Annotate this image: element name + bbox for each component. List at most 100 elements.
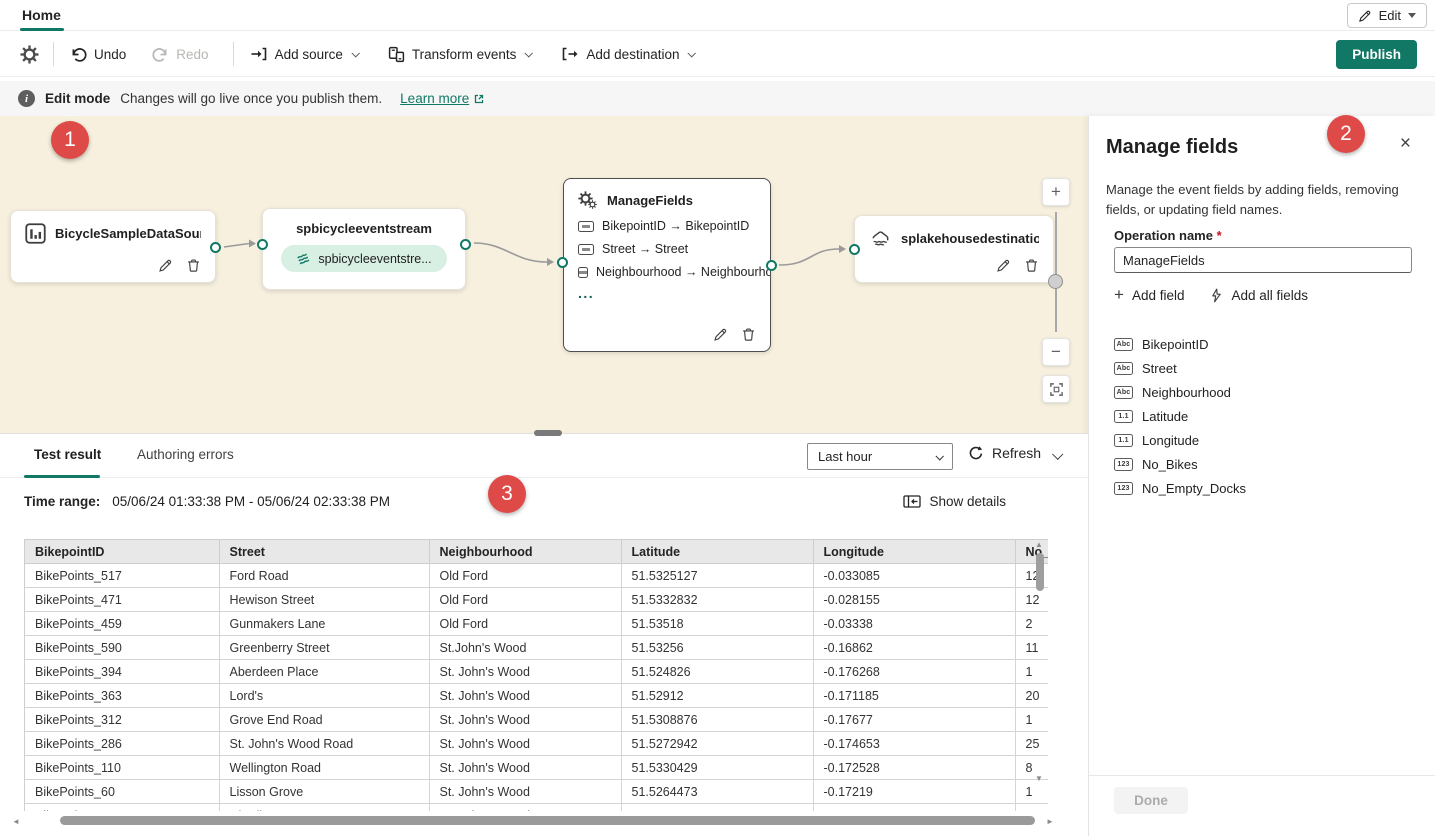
table-column-header: Neighbourhood	[429, 539, 622, 564]
toolbar-separator	[53, 42, 54, 66]
lightning-icon	[1210, 288, 1223, 303]
horizontal-scroll-thumb[interactable]	[60, 816, 1035, 825]
transform-events-button[interactable]: Transform events	[380, 40, 540, 69]
field-list-item[interactable]: 1.1 Longitude	[1114, 428, 1404, 452]
add-destination-button[interactable]: Add destination	[553, 40, 702, 68]
operation-name-label: Operation name *	[1114, 228, 1222, 243]
table-cell: Wellington Road	[219, 755, 430, 780]
collapse-panel-button[interactable]	[1052, 447, 1064, 462]
output-port[interactable]	[460, 239, 471, 250]
title-bar: Home Edit	[0, 0, 1435, 31]
undo-button[interactable]: Undo	[62, 40, 134, 69]
input-port[interactable]	[557, 257, 568, 268]
node-manage-fields[interactable]: ManageFields BikepointID → BikepointID St…	[557, 178, 777, 352]
eventstream-badge[interactable]: spbicycleeventstre...	[281, 245, 447, 272]
field-list-item[interactable]: Abc Neighbourhood	[1114, 380, 1404, 404]
zoom-in-button[interactable]: +	[1042, 178, 1070, 206]
node-destination[interactable]: splakehousedestination	[849, 215, 1054, 283]
scroll-down-icon[interactable]: ▼	[1035, 774, 1043, 783]
minus-icon: −	[1051, 342, 1061, 361]
pencil-icon	[158, 258, 173, 273]
table-cell: 51.5330429	[621, 755, 814, 780]
table-cell: 51.5264473	[621, 779, 814, 804]
field-list-item[interactable]: 1.1 Latitude	[1114, 404, 1404, 428]
refresh-button[interactable]: Refresh	[968, 445, 1041, 461]
field-name: Street	[1142, 360, 1177, 376]
panel-resize-handle[interactable]	[534, 430, 562, 436]
output-port[interactable]	[766, 260, 777, 271]
field-list-item[interactable]: 123 No_Empty_Docks	[1114, 476, 1404, 500]
table-row: BikePoints_286 St. John's Wood Road St. Jo…	[25, 731, 1048, 756]
delete-node-button[interactable]	[1024, 258, 1039, 273]
operation-name-input[interactable]	[1114, 247, 1412, 273]
learn-more-link[interactable]: Learn more	[400, 91, 485, 106]
edit-node-button[interactable]	[996, 258, 1011, 273]
eventstream-canvas[interactable]: 1 BicycleSampleDataSource spbicycleevent…	[0, 116, 1088, 433]
table-cell: Old Ford	[429, 563, 622, 588]
publish-button[interactable]: Publish	[1336, 40, 1417, 69]
tab-test-result[interactable]: Test result	[34, 447, 102, 462]
input-port[interactable]	[257, 239, 268, 250]
node-eventstream[interactable]: spbicycleeventstream spbicycleeventstre.…	[257, 208, 471, 290]
field-list-item[interactable]: 123 No_Bikes	[1114, 452, 1404, 476]
edit-node-button[interactable]	[158, 258, 173, 273]
show-details-button[interactable]: Show details	[903, 494, 1006, 509]
table-cell: -0.172528	[813, 755, 1016, 780]
scroll-right-icon[interactable]: ►	[1046, 817, 1054, 826]
close-panel-button[interactable]: ×	[1400, 134, 1411, 153]
banner-title: Edit mode	[45, 91, 111, 106]
add-destination-icon	[561, 46, 579, 62]
redo-button[interactable]: Redo	[144, 40, 216, 69]
time-range-select[interactable]: Last hour	[807, 443, 953, 470]
scroll-up-icon[interactable]: ▲	[1035, 540, 1043, 549]
field-name: Latitude	[1142, 408, 1189, 424]
delete-node-button[interactable]	[741, 327, 756, 342]
table-cell: 11	[1015, 635, 1048, 660]
input-port[interactable]	[849, 244, 860, 255]
refresh-icon	[968, 445, 984, 461]
chevron-down-icon	[524, 49, 534, 58]
zoom-slider-handle[interactable]	[1048, 274, 1063, 289]
add-all-fields-button[interactable]: Add all fields	[1210, 285, 1308, 305]
edit-node-button[interactable]	[713, 327, 728, 342]
edit-mode-dropdown-button[interactable]: Edit	[1346, 3, 1427, 28]
field-mapping-text: BikepointID → BikepointID	[602, 219, 750, 233]
more-mappings-indicator[interactable]: ...	[578, 285, 595, 301]
settings-button[interactable]	[14, 39, 45, 70]
edit-button-label: Edit	[1378, 8, 1401, 23]
scroll-left-icon[interactable]: ◄	[12, 817, 20, 826]
node-title: BicycleSampleDataSource	[55, 226, 201, 241]
table-cell: BikePoints_60	[25, 779, 220, 804]
field-list-item[interactable]: Abc BikepointID	[1114, 332, 1404, 356]
toolbar-separator	[232, 42, 234, 66]
field-type-icon: 123	[1114, 457, 1133, 471]
zoom-slider-track[interactable]	[1055, 212, 1057, 332]
node-source[interactable]: BicycleSampleDataSource	[10, 210, 221, 283]
field-list-item[interactable]: Abc Street	[1114, 356, 1404, 380]
table-cell: Lisson Grove	[219, 779, 430, 804]
info-icon: i	[18, 90, 35, 107]
done-button[interactable]: Done	[1114, 787, 1188, 814]
table-cell: -0.171185	[813, 683, 1016, 708]
table-cell: BikePoints_7	[25, 803, 220, 811]
output-port[interactable]	[210, 242, 221, 253]
vertical-scroll-thumb[interactable]	[1036, 553, 1044, 591]
tab-authoring-errors[interactable]: Authoring errors	[137, 447, 234, 462]
table-cell: Lord's	[219, 683, 430, 708]
table-cell: 51.53256	[621, 635, 814, 660]
table-column-header: Street	[219, 539, 430, 564]
trash-icon	[741, 327, 756, 342]
trash-icon	[186, 258, 201, 273]
tab-home[interactable]: Home	[22, 7, 61, 23]
fit-to-screen-button[interactable]	[1042, 375, 1070, 403]
table-cell: -0.17677	[813, 707, 1016, 732]
add-source-button[interactable]: Add source	[242, 40, 366, 68]
vertical-scrollbar[interactable]: ▲ ▼	[1034, 541, 1046, 783]
manage-fields-panel: 2 Manage fields × Manage the event field…	[1088, 115, 1435, 836]
delete-node-button[interactable]	[186, 258, 201, 273]
add-field-button[interactable]: + Add field	[1114, 285, 1184, 305]
zoom-out-button[interactable]: −	[1042, 338, 1070, 366]
horizontal-scrollbar[interactable]: ◄ ►	[12, 815, 1056, 827]
table-row: BikePoints_110 Wellington Road St. John's …	[25, 755, 1048, 780]
table-cell: Old Ford	[429, 587, 622, 612]
